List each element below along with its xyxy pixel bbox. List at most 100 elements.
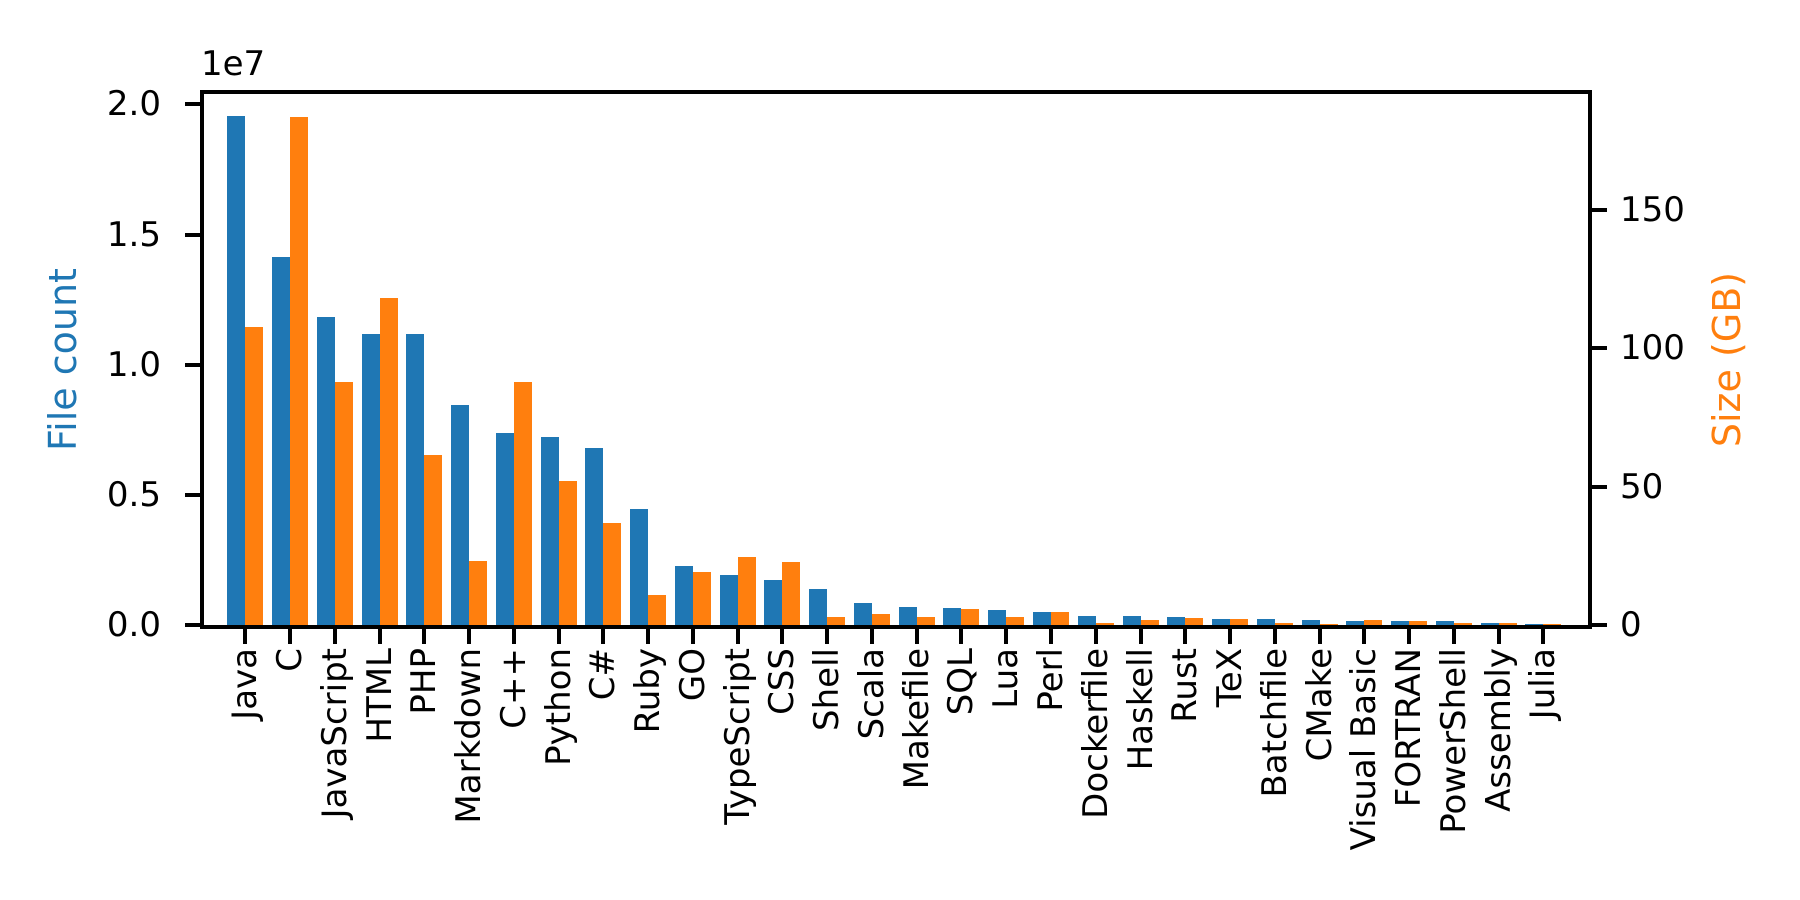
x-tick-fortran (1407, 629, 1412, 644)
bar-file-count-scala (853, 603, 872, 625)
bar-file-count-tex (1212, 618, 1231, 625)
bar-size-gb-lua (1006, 617, 1025, 625)
bar-size-gb-tex (1230, 619, 1249, 625)
left-y-axis-label: File count (41, 268, 85, 451)
x-tick-label-typescript: TypeScript (717, 648, 758, 825)
x-tick-label-julia: Julia (1523, 648, 1564, 720)
x-tick-cmake (1317, 629, 1322, 644)
x-tick-label-fortran: FORTRAN (1389, 648, 1430, 808)
bar-file-count-powershell (1435, 621, 1454, 625)
x-tick-label-java: Java (225, 648, 266, 720)
right-y-tick-label-100: 100 (1620, 328, 1685, 369)
bar-file-count-julia (1525, 623, 1544, 625)
bar-file-count-c (272, 256, 291, 625)
x-tick-markdown (467, 629, 472, 644)
right-y-tick-100 (1592, 346, 1607, 351)
x-tick-label-php: PHP (404, 648, 445, 715)
x-tick-makefile (914, 629, 919, 644)
x-tick-label-c: C++ (493, 648, 534, 729)
bar-file-count-shell (809, 588, 828, 625)
bar-file-count-batchfile (1256, 618, 1275, 625)
bar-file-count-cmake (1301, 620, 1320, 625)
bar-file-count-fortran (1391, 621, 1410, 625)
bar-size-gb-sql (961, 609, 980, 625)
left-y-tick-label-1.5: 1.5 (106, 214, 161, 255)
bar-size-gb-cmake (1319, 623, 1338, 625)
x-tick-dockerfile (1093, 629, 1098, 644)
x-tick-batchfile (1272, 629, 1277, 644)
bar-file-count-haskell (1122, 616, 1141, 625)
x-tick-assembly (1496, 629, 1501, 644)
plot-area (200, 90, 1592, 629)
right-y-tick-label-0: 0 (1620, 605, 1642, 645)
bar-file-count-visual-basic (1346, 620, 1365, 625)
x-tick-label-scala: Scala (851, 648, 892, 740)
x-tick-scala (869, 629, 874, 644)
left-y-tick-1.5 (185, 232, 200, 237)
bar-size-gb-julia (1543, 624, 1562, 625)
right-y-axis-label: Size (GB) (1705, 271, 1749, 448)
x-tick-haskell (1138, 629, 1143, 644)
bar-size-gb-php (424, 455, 443, 625)
x-tick-css (780, 629, 785, 644)
x-tick-label-perl: Perl (1030, 648, 1071, 712)
bar-file-count-javascript (316, 316, 335, 625)
x-tick-sql (959, 629, 964, 644)
right-y-tick-label-150: 150 (1620, 190, 1685, 231)
bar-file-count-assembly (1480, 622, 1499, 625)
bar-file-count-lua (988, 609, 1007, 625)
bar-size-gb-assembly (1498, 622, 1517, 625)
bar-file-count-python (540, 436, 559, 625)
x-tick-python (556, 629, 561, 644)
x-tick-shell (825, 629, 830, 644)
bar-size-gb-powershell (1453, 623, 1472, 625)
bar-size-gb-perl (1050, 612, 1069, 625)
x-tick-php (422, 629, 427, 644)
x-tick-label-javascript: JavaScript (314, 648, 355, 819)
x-tick-rust (1183, 629, 1188, 644)
right-y-tick-label-50: 50 (1620, 466, 1664, 507)
x-tick-label-ruby: Ruby (628, 648, 669, 734)
x-tick-label-c: C# (583, 648, 624, 701)
bar-size-gb-rust (1185, 617, 1204, 625)
left-y-tick-label-2.0: 2.0 (106, 84, 161, 125)
bar-file-count-perl (1032, 612, 1051, 625)
x-tick-c (288, 629, 293, 644)
x-tick-label-makefile: Makefile (896, 648, 937, 790)
y-axis-offset-label: 1e7 (201, 44, 266, 84)
bar-size-gb-typescript (737, 557, 756, 625)
bar-size-gb-fortran (1409, 620, 1428, 625)
x-tick-tex (1228, 629, 1233, 644)
bar-size-gb-markdown (469, 561, 488, 625)
left-y-tick-2.0 (185, 102, 200, 107)
bar-file-count-html (361, 334, 380, 625)
bar-file-count-ruby (630, 508, 649, 625)
x-tick-go (690, 629, 695, 644)
bar-file-count-markdown (451, 404, 470, 625)
x-tick-label-rust: Rust (1165, 648, 1206, 723)
x-tick-label-tex: TeX (1210, 648, 1251, 708)
bar-size-gb-visual-basic (1364, 619, 1383, 625)
x-tick-label-haskell: Haskell (1120, 648, 1161, 771)
x-tick-javascript (332, 629, 337, 644)
x-tick-label-dockerfile: Dockerfile (1075, 648, 1116, 819)
bar-size-gb-ruby (648, 594, 667, 625)
bar-size-gb-python (558, 481, 577, 625)
bar-file-count-c (585, 447, 604, 625)
bar-size-gb-css (782, 562, 801, 625)
x-tick-julia (1541, 629, 1546, 644)
left-y-tick-0.0 (185, 623, 200, 627)
bar-size-gb-c (603, 523, 622, 625)
x-tick-label-go: GO (672, 648, 713, 702)
x-tick-label-markdown: Markdown (449, 648, 490, 824)
left-y-tick-1.0 (185, 362, 200, 367)
x-tick-label-css: CSS (762, 648, 803, 715)
bar-file-count-makefile (898, 607, 917, 625)
bar-size-gb-haskell (1140, 619, 1159, 625)
x-tick-label-c: C (270, 648, 311, 672)
bar-size-gb-batchfile (1274, 623, 1293, 625)
x-tick-label-cmake: CMake (1299, 648, 1340, 762)
x-tick-typescript (735, 629, 740, 644)
bar-size-gb-scala (871, 614, 890, 625)
